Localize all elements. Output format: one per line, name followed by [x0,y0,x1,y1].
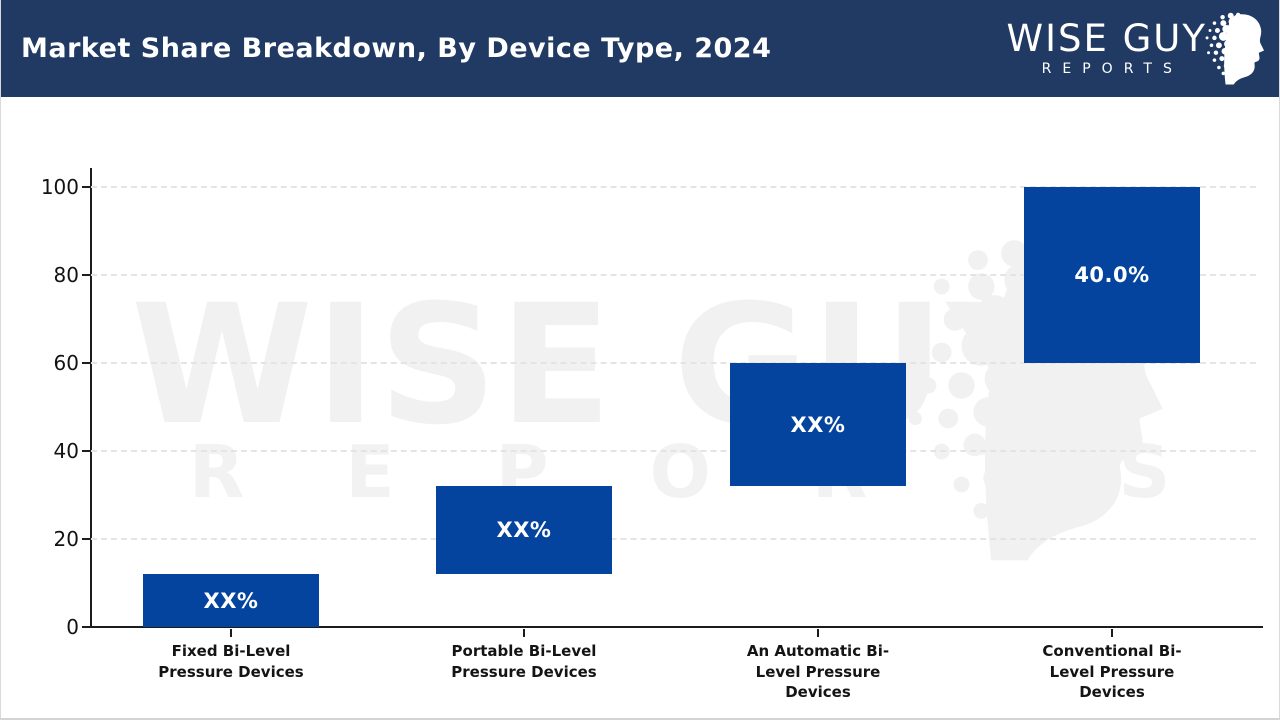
page-title: Market Share Breakdown, By Device Type, … [21,33,772,64]
x-axis-tick [230,629,232,637]
y-axis-tick [82,274,91,276]
wise-guy-reports-logo: WISE GUY REPORTS [1006,8,1279,90]
gridline [91,450,1256,452]
y-axis-tick-label: 100 [40,175,79,199]
bar-value-label: XX% [203,588,259,613]
gridline [91,362,1256,364]
bar-segment: XX% [730,363,906,487]
y-axis-tick-label: 20 [53,527,79,551]
x-axis-category-label: Conventional Bi- Level Pressure Devices [1042,642,1182,702]
dotted-head-icon [1205,12,1265,85]
x-axis-category-label: Portable Bi-Level Pressure Devices [451,642,597,681]
x-axis-category-label: An Automatic Bi- Level Pressure Devices [746,642,890,702]
bar-segment: 40.0% [1024,187,1200,363]
y-axis-tick-label: 80 [53,263,79,287]
logo-text: WISE GUY REPORTS [1006,17,1207,77]
gridline [91,274,1256,276]
x-axis-category-label: Fixed Bi-Level Pressure Devices [158,642,304,681]
bar-value-label: XX% [496,518,552,543]
waterfall-chart: 0 20 40 60 80 100 XX% XX% XX% 40.0% Fixed Bi-Level… [1,97,1279,718]
y-axis-tick [82,362,91,364]
y-axis-tick [82,186,91,188]
bar-segment: XX% [143,574,319,627]
bar-segment: XX% [436,486,612,575]
x-axis-tick [817,629,819,637]
gridline [91,538,1256,540]
gridline [91,186,1256,188]
x-axis-line [90,626,1263,628]
x-axis-tick [523,629,525,637]
y-axis-tick [82,450,91,452]
logo-wordmark: WISE GUY [1006,17,1207,61]
bar-value-label: 40.0% [1074,263,1150,287]
header-banner: Market Share Breakdown, By Device Type, … [1,0,1279,97]
y-axis-tick-label: 60 [53,351,79,375]
y-axis-tick-label: 40 [53,439,79,463]
x-axis-tick [1111,629,1113,637]
y-axis-tick [82,626,91,628]
y-axis-tick-label: 0 [66,615,79,639]
logo-subtitle: REPORTS [1041,60,1183,77]
y-axis-tick [82,538,91,540]
bar-value-label: XX% [790,412,846,437]
y-axis-line [90,168,92,628]
